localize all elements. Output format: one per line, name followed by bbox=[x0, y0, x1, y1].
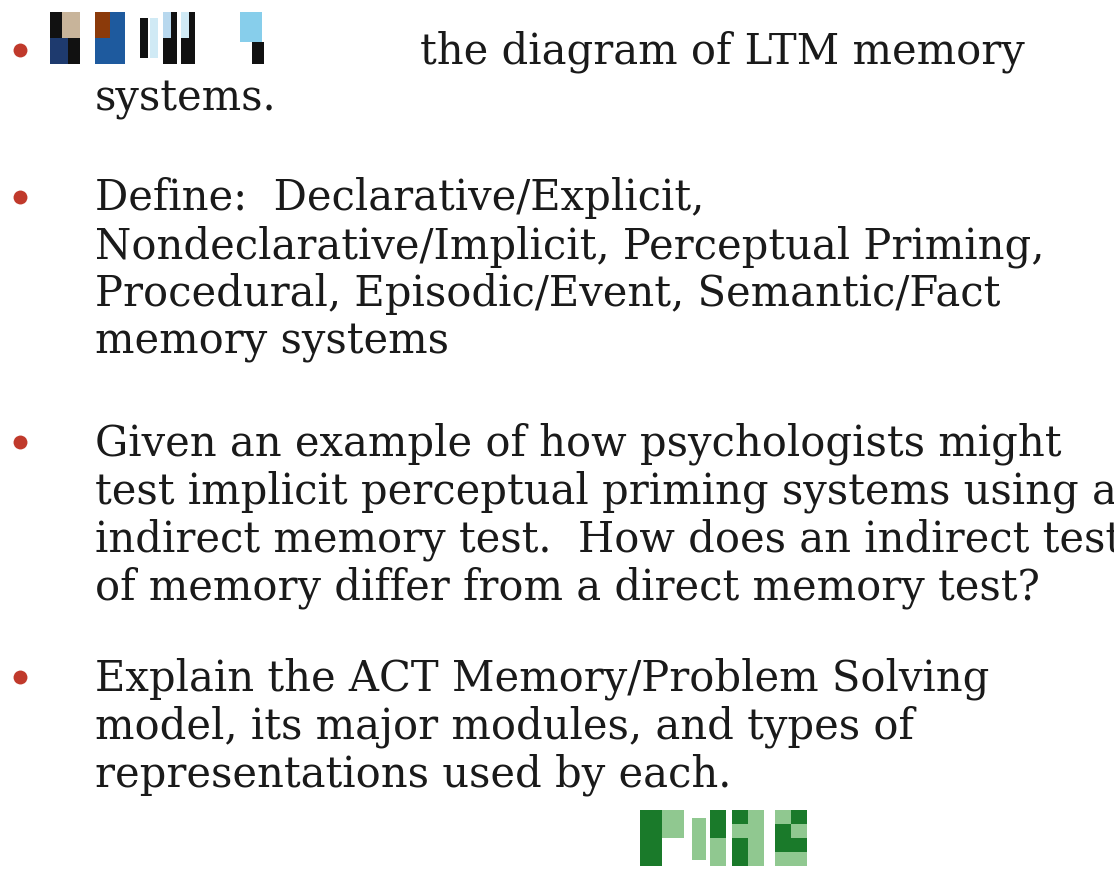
Text: Explain the ACT Memory/Problem Solving: Explain the ACT Memory/Problem Solving bbox=[95, 657, 989, 700]
Bar bbox=[692, 818, 706, 832]
Text: model, its major modules, and types of: model, its major modules, and types of bbox=[95, 705, 913, 748]
Bar bbox=[710, 810, 726, 838]
Text: indirect memory test.  How does an indirect test: indirect memory test. How does an indire… bbox=[95, 519, 1114, 560]
Bar bbox=[110, 38, 125, 64]
Bar bbox=[710, 838, 726, 866]
Bar bbox=[732, 838, 747, 866]
Text: systems.: systems. bbox=[95, 79, 276, 120]
Bar bbox=[240, 12, 262, 42]
Bar bbox=[791, 838, 807, 852]
Bar bbox=[732, 810, 747, 824]
Text: Nondeclarative/Implicit, Perceptual Priming,: Nondeclarative/Implicit, Perceptual Prim… bbox=[95, 225, 1045, 268]
Text: representations used by each.: representations used by each. bbox=[95, 753, 732, 796]
Bar bbox=[662, 824, 684, 838]
Bar bbox=[692, 832, 706, 846]
Bar bbox=[62, 12, 80, 38]
Text: memory systems: memory systems bbox=[95, 321, 449, 363]
Bar bbox=[791, 824, 807, 838]
Bar bbox=[163, 12, 172, 38]
Bar bbox=[747, 810, 764, 824]
Text: Given an example of how psychologists might: Given an example of how psychologists mi… bbox=[95, 423, 1062, 465]
Bar bbox=[50, 12, 80, 64]
Bar bbox=[641, 838, 662, 866]
Bar bbox=[791, 810, 807, 824]
Bar bbox=[95, 12, 110, 38]
Bar bbox=[163, 12, 177, 64]
Text: Define:  Declarative/Explicit,: Define: Declarative/Explicit, bbox=[95, 177, 704, 219]
Text: test implicit perceptual priming systems using an: test implicit perceptual priming systems… bbox=[95, 471, 1114, 513]
Bar bbox=[775, 824, 791, 852]
Bar bbox=[140, 18, 148, 58]
Bar bbox=[180, 12, 195, 64]
Bar bbox=[50, 38, 68, 64]
Bar bbox=[95, 12, 125, 64]
Bar bbox=[641, 810, 662, 838]
Text: the diagram of LTM memory: the diagram of LTM memory bbox=[420, 31, 1025, 73]
Bar bbox=[662, 810, 684, 824]
Bar bbox=[732, 824, 764, 838]
Bar bbox=[775, 852, 807, 866]
Bar bbox=[180, 12, 189, 38]
Bar bbox=[252, 42, 264, 64]
Text: Procedural, Episodic/Event, Semantic/Fact: Procedural, Episodic/Event, Semantic/Fac… bbox=[95, 273, 1000, 315]
Bar bbox=[747, 838, 764, 866]
Bar bbox=[150, 18, 158, 58]
Bar bbox=[775, 810, 791, 824]
Bar bbox=[692, 846, 706, 860]
Text: of memory differ from a direct memory test?: of memory differ from a direct memory te… bbox=[95, 567, 1039, 608]
